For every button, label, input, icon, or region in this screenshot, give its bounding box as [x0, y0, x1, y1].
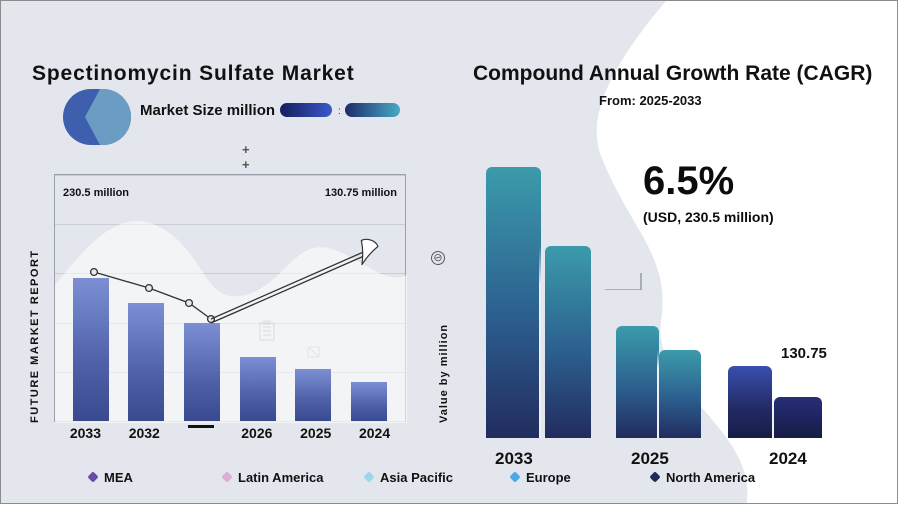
svg-text::: :: [338, 106, 341, 117]
